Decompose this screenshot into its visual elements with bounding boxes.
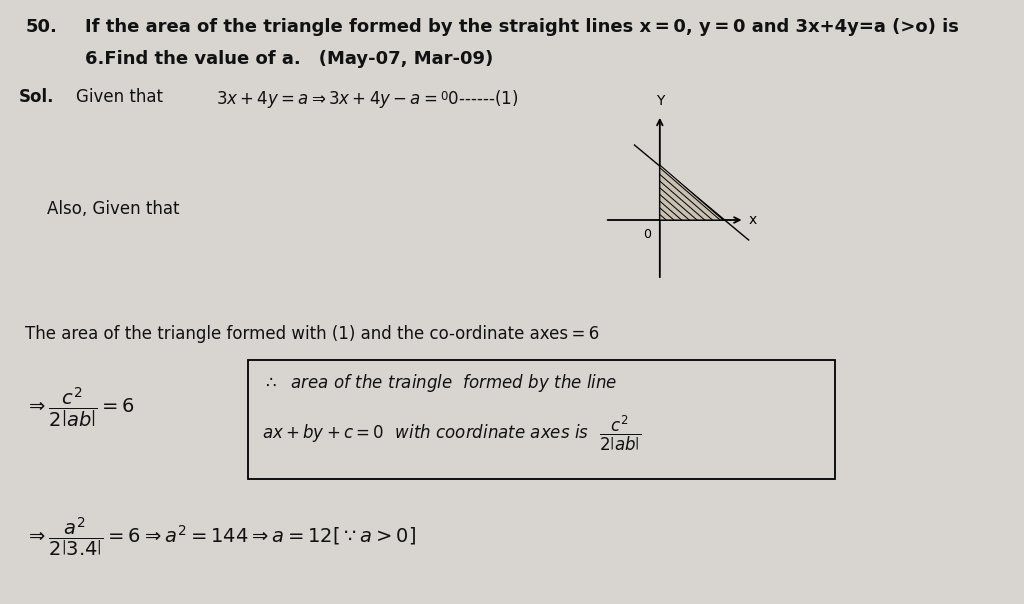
Text: x: x: [749, 213, 757, 227]
Text: $\Rightarrow\dfrac{a^{2}}{2\left|3.4\right|}=6\Rightarrow a^{2}=144\Rightarrow a: $\Rightarrow\dfrac{a^{2}}{2\left|3.4\rig…: [26, 515, 417, 558]
Text: Also, Given that: Also, Given that: [46, 200, 179, 218]
Text: The area of the triangle formed with (1) and the co-ordinate axes = 6: The area of the triangle formed with (1)…: [26, 325, 600, 343]
Text: Given that: Given that: [76, 88, 163, 106]
Text: $\it{ax+by+c=0}$  $\mathbf{\it{with\ coordinate\ axes\ is}}$  $\dfrac{c^{2}}{2\l: $\it{ax+by+c=0}$ $\mathbf{\it{with\ coor…: [262, 414, 641, 454]
Polygon shape: [659, 165, 723, 220]
Text: 50.: 50.: [26, 18, 57, 36]
Text: $3x+4y=a\Rightarrow3x+4y-a=\overset{0}{}0\text{------}(1)$: $3x+4y=a\Rightarrow3x+4y-a=\overset{0}{}…: [216, 88, 518, 110]
Text: Y: Y: [655, 94, 664, 108]
FancyBboxPatch shape: [248, 360, 835, 479]
Text: $\therefore$  $\it{area\ of\ the\ traingle\ \ formed\ by\ the\ line}$: $\therefore$ $\it{area\ of\ the\ traingl…: [262, 372, 617, 394]
Text: $\Rightarrow\dfrac{c^{2}}{2\left|ab\right|}=6$: $\Rightarrow\dfrac{c^{2}}{2\left|ab\righ…: [26, 385, 135, 429]
Text: 0: 0: [643, 228, 651, 241]
Text: If the area of the triangle formed by the straight lines x = 0, y = 0 and 3x+4y=: If the area of the triangle formed by th…: [85, 18, 958, 36]
Text: Sol.: Sol.: [18, 88, 54, 106]
Text: 6.Find the value of a. (May-07, Mar-09): 6.Find the value of a. (May-07, Mar-09): [85, 50, 493, 68]
